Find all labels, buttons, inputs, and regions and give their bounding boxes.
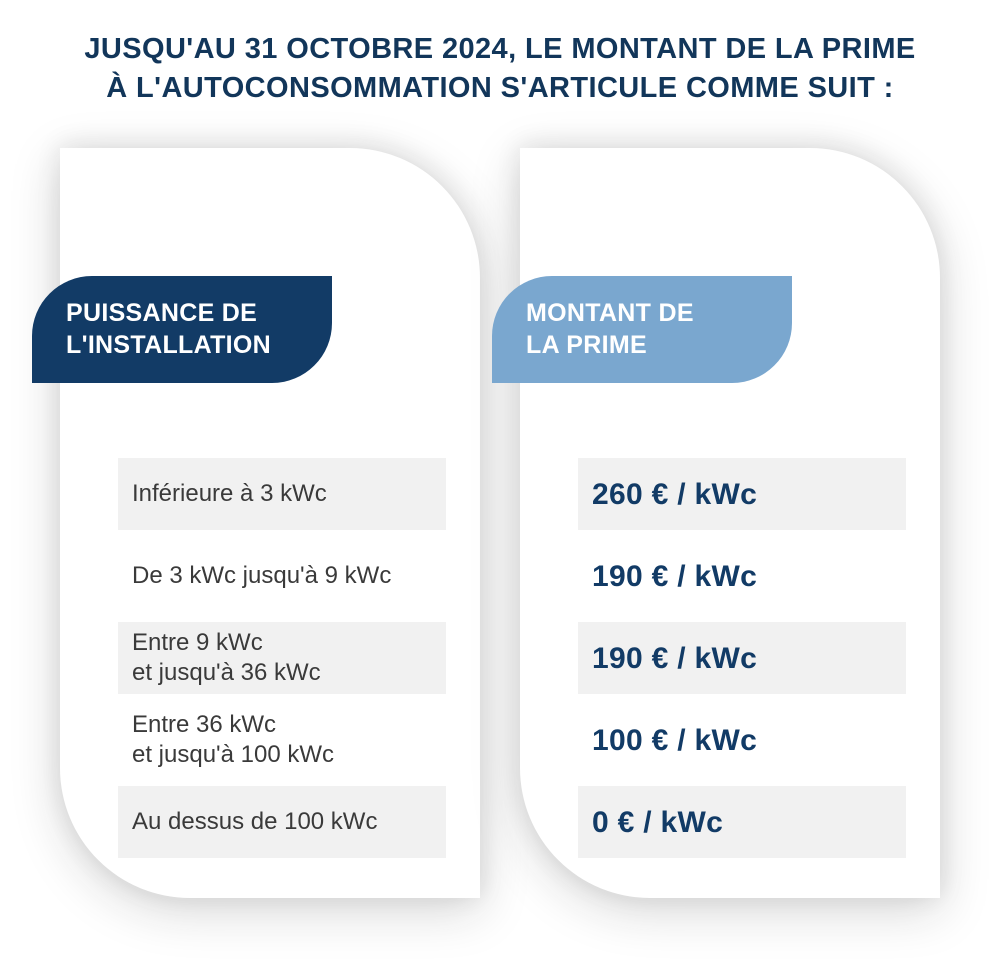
amount-value: 0 € / kWc	[592, 804, 723, 842]
amount-value: 100 € / kWc	[592, 722, 757, 760]
power-label: Au dessus de 100 kWc	[132, 807, 377, 837]
title-line-1: JUSQU'AU 31 OCTOBRE 2024, LE MONTANT DE …	[84, 33, 915, 65]
title-line-2: À L'AUTOCONSOMMATION S'ARTICULE COMME SU…	[106, 72, 894, 104]
page: JUSQU'AU 31 OCTOBRE 2024, LE MONTANT DE …	[0, 0, 1000, 973]
table-row: Inférieure à 3 kWc	[118, 458, 446, 530]
amount-rows: 260 € / kWc 190 € / kWc 190 € / kWc 100 …	[578, 458, 906, 858]
amount-value: 260 € / kWc	[592, 476, 757, 514]
power-rows: Inférieure à 3 kWc De 3 kWc jusqu'à 9 kW…	[118, 458, 446, 858]
table-row: 190 € / kWc	[578, 540, 906, 612]
card-power: PUISSANCE DE L'INSTALLATION Inférieure à…	[60, 148, 480, 898]
table-row: 190 € / kWc	[578, 622, 906, 694]
table-row: Entre 9 kWcet jusqu'à 36 kWc	[118, 622, 446, 694]
amount-value: 190 € / kWc	[592, 558, 757, 596]
table-row: 0 € / kWc	[578, 786, 906, 858]
table-row: Entre 36 kWcet jusqu'à 100 kWc	[118, 704, 446, 776]
tab-amount-line2: LA PRIME	[526, 331, 647, 359]
power-label: Entre 9 kWcet jusqu'à 36 kWc	[132, 628, 321, 688]
page-title: JUSQU'AU 31 OCTOBRE 2024, LE MONTANT DE …	[50, 30, 950, 108]
card-amount: MONTANT DE LA PRIME 260 € / kWc 190 € / …	[520, 148, 940, 898]
tab-power-line1: PUISSANCE DE	[66, 299, 257, 327]
table-row: 260 € / kWc	[578, 458, 906, 530]
tab-amount-line1: MONTANT DE	[526, 299, 694, 327]
tab-amount: MONTANT DE LA PRIME	[492, 276, 792, 383]
table-row: 100 € / kWc	[578, 704, 906, 776]
tab-power-line2: L'INSTALLATION	[66, 331, 271, 359]
power-label: De 3 kWc jusqu'à 9 kWc	[132, 561, 391, 591]
columns: PUISSANCE DE L'INSTALLATION Inférieure à…	[40, 148, 960, 898]
table-row: Au dessus de 100 kWc	[118, 786, 446, 858]
table-row: De 3 kWc jusqu'à 9 kWc	[118, 540, 446, 612]
tab-power: PUISSANCE DE L'INSTALLATION	[32, 276, 332, 383]
amount-value: 190 € / kWc	[592, 640, 757, 678]
power-label: Entre 36 kWcet jusqu'à 100 kWc	[132, 710, 334, 770]
power-label: Inférieure à 3 kWc	[132, 479, 327, 509]
